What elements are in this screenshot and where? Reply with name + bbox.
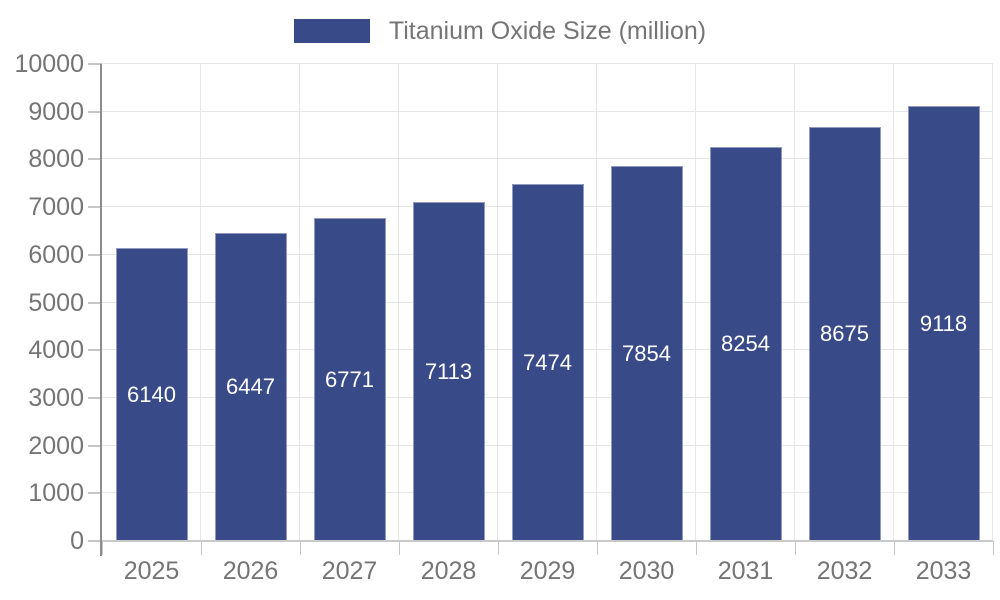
bar: 8254 bbox=[709, 147, 782, 541]
bar-value-label: 6140 bbox=[127, 381, 176, 407]
y-axis-label: 1000 bbox=[28, 479, 84, 508]
bar: 7113 bbox=[412, 202, 485, 541]
y-tick bbox=[88, 540, 102, 542]
x-axis-line bbox=[102, 540, 993, 542]
x-tick bbox=[597, 541, 598, 555]
y-axis-label: 5000 bbox=[28, 288, 84, 317]
y-tick bbox=[88, 253, 102, 256]
bar-value-label: 7474 bbox=[523, 349, 572, 375]
x-tick bbox=[201, 541, 202, 555]
plot-right-border bbox=[992, 64, 993, 541]
x-axis-label: 2030 bbox=[618, 557, 675, 585]
gridline-v bbox=[794, 64, 795, 541]
bar-value-label: 6447 bbox=[226, 374, 275, 399]
y-axis-label: 6000 bbox=[28, 240, 84, 269]
bar: 7854 bbox=[610, 166, 683, 541]
y-axis-label: 9000 bbox=[28, 97, 84, 126]
bar-value-label: 8675 bbox=[820, 321, 869, 346]
x-axis-label: 2031 bbox=[717, 557, 774, 585]
gridline-v bbox=[398, 64, 399, 541]
x-tick bbox=[498, 541, 499, 555]
x-axis-label: 2032 bbox=[816, 557, 873, 585]
x-tick bbox=[300, 541, 301, 555]
x-tick bbox=[696, 541, 697, 555]
bar: 9118 bbox=[907, 106, 980, 541]
gridline-v bbox=[695, 64, 696, 541]
gridline-h bbox=[102, 110, 993, 112]
y-axis-label: 2000 bbox=[28, 431, 84, 460]
x-tick bbox=[993, 541, 994, 555]
gridline-v bbox=[497, 64, 498, 541]
gridline-h bbox=[102, 158, 993, 160]
y-tick bbox=[88, 492, 102, 495]
gridline-h bbox=[102, 63, 993, 64]
y-axis-label: 8000 bbox=[28, 145, 84, 174]
x-axis-label: 2025 bbox=[123, 557, 180, 585]
bar: 6140 bbox=[115, 248, 188, 541]
gridline-v bbox=[200, 64, 201, 541]
x-axis-label: 2033 bbox=[915, 557, 972, 585]
y-tick bbox=[88, 110, 102, 113]
y-tick bbox=[88, 206, 102, 209]
y-tick bbox=[88, 301, 102, 304]
y-axis-line bbox=[100, 64, 102, 556]
bar: 6771 bbox=[313, 218, 386, 541]
x-axis-label: 2026 bbox=[222, 557, 279, 585]
legend-label: Titanium Oxide Size (million) bbox=[388, 16, 707, 45]
bar-value-label: 6771 bbox=[325, 366, 374, 392]
bar: 8675 bbox=[808, 127, 881, 541]
gridline-v bbox=[596, 64, 597, 541]
gridline-v bbox=[893, 64, 894, 541]
y-axis-label: 3000 bbox=[28, 383, 84, 412]
x-axis-label: 2027 bbox=[321, 557, 378, 585]
x-axis-label: 2029 bbox=[519, 557, 576, 585]
bar: 6447 bbox=[214, 233, 287, 541]
legend: Titanium Oxide Size (million) bbox=[0, 17, 1000, 45]
y-tick bbox=[88, 349, 102, 352]
x-tick bbox=[399, 541, 400, 555]
x-tick bbox=[795, 541, 796, 555]
bar-value-label: 7854 bbox=[622, 340, 671, 366]
bar-value-label: 9118 bbox=[919, 310, 968, 336]
y-axis-label: 4000 bbox=[28, 336, 84, 365]
gridline-v bbox=[299, 64, 300, 541]
y-axis-label: 7000 bbox=[28, 193, 84, 222]
y-tick bbox=[88, 63, 102, 65]
bar-value-label: 8254 bbox=[721, 331, 770, 356]
x-axis-label: 2028 bbox=[420, 557, 477, 585]
legend-swatch bbox=[293, 19, 370, 43]
bar-value-label: 7113 bbox=[424, 358, 473, 384]
y-tick bbox=[88, 444, 102, 447]
y-tick bbox=[88, 396, 102, 399]
y-axis-label: 0 bbox=[70, 527, 84, 555]
y-tick bbox=[88, 158, 102, 161]
y-axis-label: 10000 bbox=[14, 50, 84, 78]
x-tick bbox=[102, 541, 103, 555]
plot-area: 6140 6447 6771 7113 7474 7854 8254 8675 9118 bbox=[102, 63, 993, 541]
bar: 7474 bbox=[511, 184, 584, 541]
x-tick bbox=[894, 541, 895, 555]
